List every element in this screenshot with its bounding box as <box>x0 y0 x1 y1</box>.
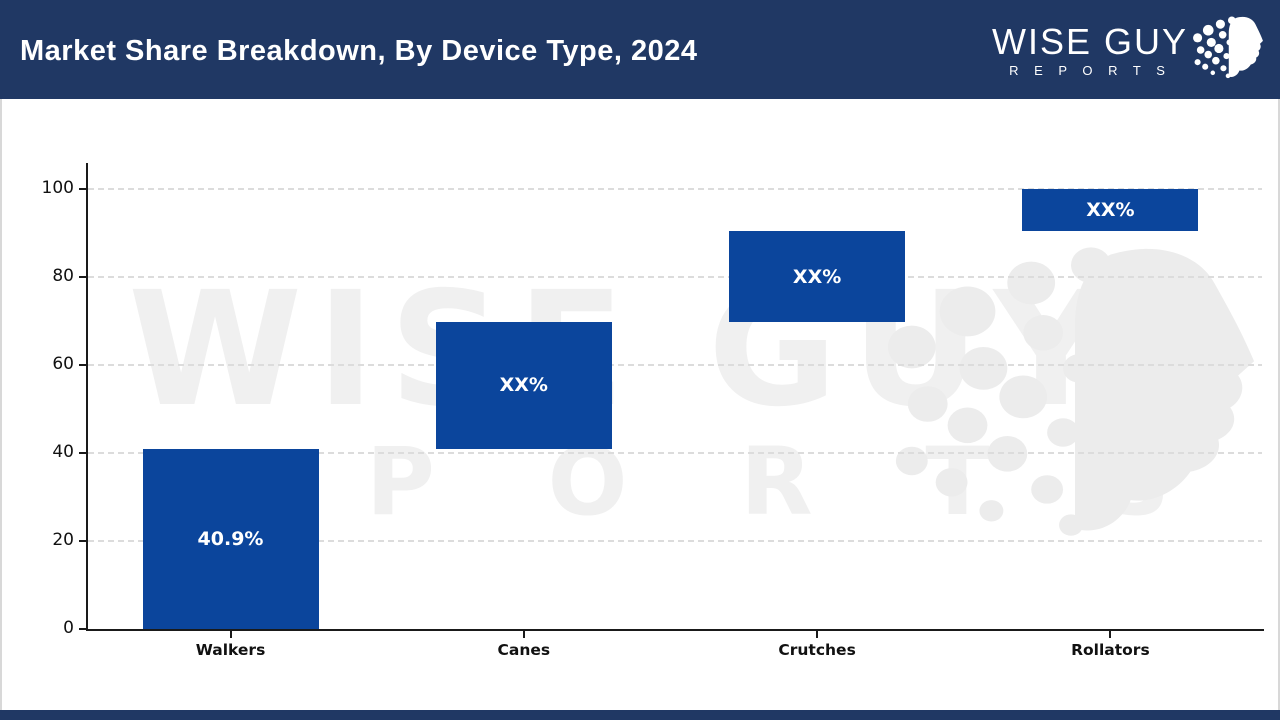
x-tick-canes <box>522 631 525 638</box>
gridline-80 <box>88 276 1262 278</box>
bar-rollators: XX% <box>1022 189 1199 232</box>
x-axis-line <box>86 629 1264 631</box>
x-tick-rollators <box>1109 631 1112 638</box>
header-bar: Market Share Breakdown, By Device Type, … <box>0 0 1280 99</box>
y-axis-line <box>86 163 88 631</box>
y-tick-label-0: 0 <box>63 618 74 638</box>
brand-name: WISE GUY <box>991 20 1188 62</box>
gridline-20 <box>88 540 1262 542</box>
gridline-60 <box>88 364 1262 366</box>
bar-value-label-rollators: XX% <box>1086 199 1135 222</box>
y-tick-label-20: 20 <box>52 530 74 550</box>
y-tick-60 <box>79 364 87 366</box>
x-category-label-walkers: Walkers <box>195 641 266 659</box>
y-tick-80 <box>79 276 87 278</box>
brand-text: WISE GUY R E P O R T S <box>991 20 1188 78</box>
bar-crutches: XX% <box>729 231 906 322</box>
brand-head-profile-icon <box>1190 9 1266 91</box>
chart-title: Market Share Breakdown, By Device Type, … <box>20 35 698 67</box>
y-tick-label-80: 80 <box>52 266 74 286</box>
x-tick-walkers <box>229 631 232 638</box>
y-tick-100 <box>79 188 87 190</box>
x-category-label-canes: Canes <box>497 641 551 659</box>
bar-value-label-canes: XX% <box>499 374 548 397</box>
content-frame <box>0 99 1280 710</box>
x-category-label-crutches: Crutches <box>778 641 856 659</box>
bar-value-label-crutches: XX% <box>792 265 842 288</box>
bar-value-label-walkers: 40.9% <box>197 528 264 550</box>
x-tick-crutches <box>816 631 819 638</box>
y-tick-40 <box>79 452 87 454</box>
brand-tagline: R E P O R T S <box>1009 62 1171 78</box>
y-tick-label-40: 40 <box>52 442 74 462</box>
bar-canes: XX% <box>435 321 612 450</box>
y-tick-0 <box>79 628 87 630</box>
x-category-label-rollators: Rollators <box>1071 641 1150 659</box>
footer-bar <box>0 710 1280 720</box>
y-tick-label-60: 60 <box>52 354 74 374</box>
bar-walkers: 40.9% <box>142 449 319 629</box>
y-tick-label-100: 100 <box>41 178 74 198</box>
brand-logo: WISE GUY R E P O R T S <box>992 8 1266 92</box>
gridline-40 <box>88 452 1262 454</box>
y-tick-20 <box>79 540 87 542</box>
gridline-100 <box>88 188 1262 190</box>
